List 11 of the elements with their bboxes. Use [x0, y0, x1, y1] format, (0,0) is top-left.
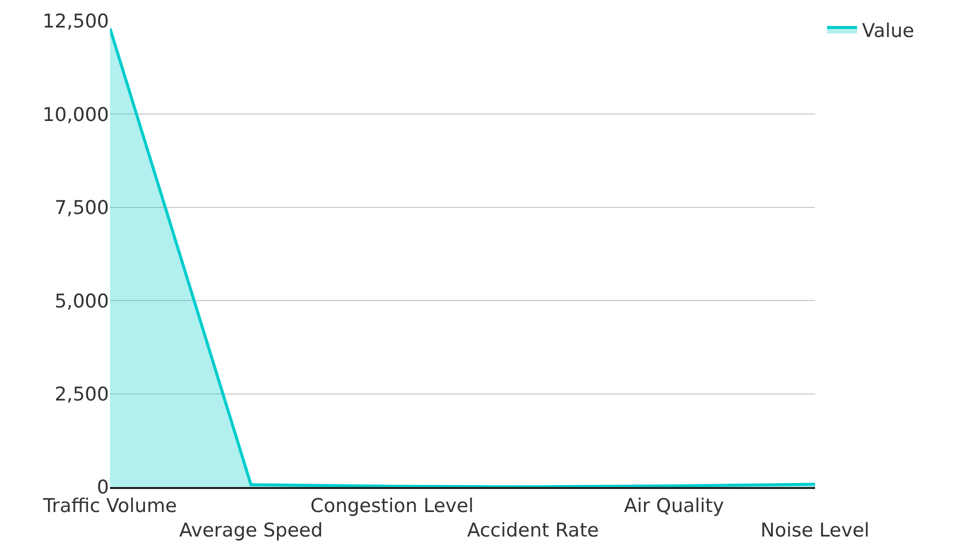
x-tick-label: Noise Level — [760, 520, 870, 542]
x-tick-label: Congestion Level — [310, 494, 474, 517]
y-tick-label: 7,500 — [54, 197, 109, 220]
x-tick-label: Accident Rate — [467, 520, 599, 542]
y-tick-label: 10,000 — [42, 104, 109, 126]
x-tick-label: Average Speed — [179, 520, 323, 542]
legend-label: Value — [862, 20, 914, 42]
x-tick-label: Air Quality — [624, 494, 724, 517]
y-tick-label: 2,500 — [54, 383, 109, 406]
y-tick-label: 12,500 — [42, 10, 109, 33]
y-tick-label: 5,000 — [54, 290, 109, 312]
